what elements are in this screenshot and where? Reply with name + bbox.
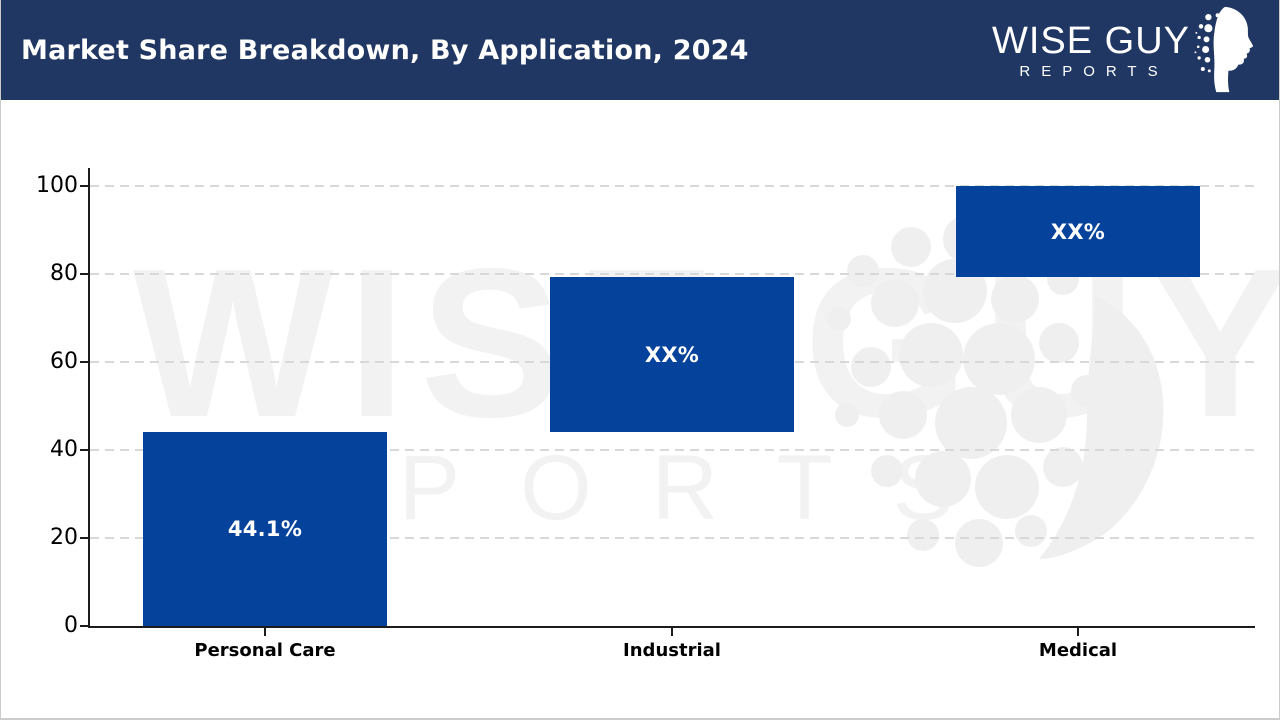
header-bar: Market Share Breakdown, By Application, …	[1, 0, 1279, 100]
brand-subname: REPORTS	[1019, 62, 1169, 80]
y-tick-label-60: 60	[50, 349, 78, 374]
bar-value-label-medical: XX%	[1050, 219, 1106, 244]
y-tick-label-100: 100	[36, 173, 78, 198]
y-tick-60	[80, 361, 88, 363]
gridline-100	[90, 185, 1255, 187]
y-tick-label-0: 0	[64, 613, 78, 638]
y-tick-label-40: 40	[50, 437, 78, 462]
bar-industrial: XX%	[550, 277, 794, 432]
bar-value-label-industrial: XX%	[644, 342, 700, 367]
y-tick-100	[80, 185, 88, 187]
x-tick-personal-care	[264, 628, 266, 636]
y-tick-80	[80, 273, 88, 275]
x-tick-industrial	[671, 628, 673, 636]
y-tick-0	[80, 625, 88, 627]
brand-head-icon	[1194, 6, 1253, 93]
y-tick-label-80: 80	[50, 261, 78, 286]
brand-name: WISE GUY	[991, 19, 1190, 62]
brand-logo: WISE GUY REPORTS	[992, 4, 1268, 96]
bar-personal-care: 44.1%	[143, 431, 387, 626]
x-tick-medical	[1077, 628, 1079, 636]
x-axis-line	[88, 626, 1255, 628]
y-axis-line	[88, 168, 90, 628]
gridline-80	[90, 273, 1255, 275]
gridline-20	[90, 537, 1255, 539]
y-tick-label-20: 20	[50, 525, 78, 550]
category-label-personal-care: Personal Care	[194, 640, 336, 661]
gridline-40	[90, 449, 1255, 451]
y-tick-20	[80, 537, 88, 539]
brand-logo-text: WISE GUY REPORTS	[992, 21, 1190, 80]
bar-value-label-personal-care: 44.1%	[227, 516, 303, 541]
category-label-industrial: Industrial	[623, 640, 721, 661]
page-title: Market Share Breakdown, By Application, …	[21, 34, 749, 66]
category-label-medical: Medical	[1038, 640, 1118, 661]
y-tick-40	[80, 449, 88, 451]
bar-medical: XX%	[956, 186, 1200, 278]
